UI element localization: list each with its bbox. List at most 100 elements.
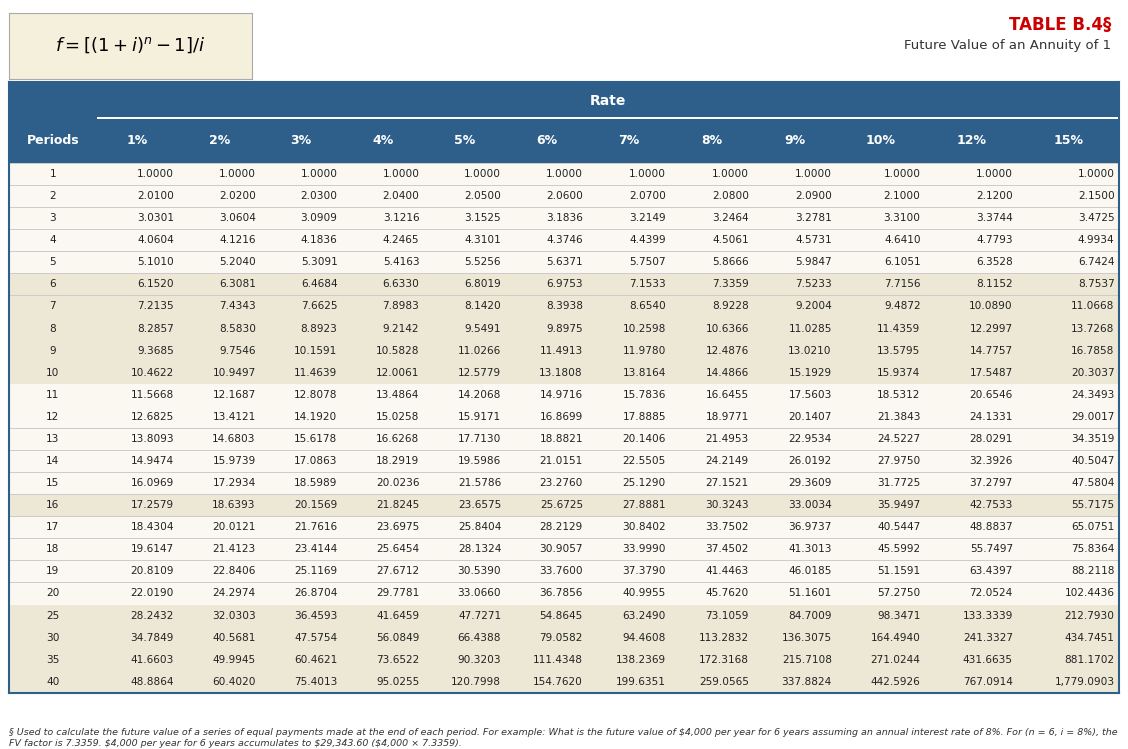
Text: 1%: 1% — [127, 135, 148, 148]
Text: 35: 35 — [46, 655, 60, 664]
Text: 46.0185: 46.0185 — [788, 566, 831, 577]
Text: 41.6603: 41.6603 — [131, 655, 174, 664]
Text: 8.8923: 8.8923 — [301, 324, 337, 333]
Text: 6.4684: 6.4684 — [301, 279, 337, 289]
Text: 2.1500: 2.1500 — [1077, 191, 1114, 201]
Text: 11.9780: 11.9780 — [623, 345, 666, 356]
Text: 41.6459: 41.6459 — [377, 610, 420, 621]
Text: 215.7108: 215.7108 — [782, 655, 831, 664]
Text: 47.7271: 47.7271 — [458, 610, 501, 621]
Text: 14.9716: 14.9716 — [540, 389, 583, 400]
Text: 8.9228: 8.9228 — [712, 301, 749, 312]
Text: 172.3168: 172.3168 — [699, 655, 749, 664]
Text: 30: 30 — [46, 633, 60, 643]
Text: 21.7616: 21.7616 — [294, 522, 337, 533]
Text: 3.4725: 3.4725 — [1078, 213, 1114, 223]
Text: 10.1591: 10.1591 — [294, 345, 337, 356]
Text: 6: 6 — [50, 279, 56, 289]
Text: 13.0210: 13.0210 — [788, 345, 831, 356]
Text: 2.0300: 2.0300 — [300, 191, 337, 201]
Text: 1.0000: 1.0000 — [464, 169, 501, 179]
Text: 60.4621: 60.4621 — [294, 655, 337, 664]
Text: 4%: 4% — [372, 135, 394, 148]
Text: 6%: 6% — [536, 135, 557, 148]
Text: 13: 13 — [46, 434, 60, 444]
Text: 11.5668: 11.5668 — [131, 389, 174, 400]
Text: 5.2040: 5.2040 — [219, 258, 256, 267]
Text: 55.7497: 55.7497 — [970, 545, 1013, 554]
Bar — [9, 560, 1119, 583]
Text: 26.0192: 26.0192 — [788, 456, 831, 466]
Text: 113.2832: 113.2832 — [698, 633, 749, 643]
Text: 13.5795: 13.5795 — [878, 345, 920, 356]
Text: 767.0914: 767.0914 — [963, 677, 1013, 687]
Text: 25.1290: 25.1290 — [623, 478, 666, 488]
Text: 15.1929: 15.1929 — [788, 368, 831, 377]
Text: 14.2068: 14.2068 — [458, 389, 501, 400]
Text: 4: 4 — [50, 235, 56, 245]
Text: 18.8821: 18.8821 — [539, 434, 583, 444]
Bar — [9, 207, 1119, 229]
Text: 17.2934: 17.2934 — [212, 478, 256, 488]
Text: 65.0751: 65.0751 — [1072, 522, 1114, 533]
Text: 102.4436: 102.4436 — [1065, 589, 1114, 598]
Text: 9.5491: 9.5491 — [465, 324, 501, 333]
Text: 56.0849: 56.0849 — [376, 633, 420, 643]
Text: 34.7849: 34.7849 — [131, 633, 174, 643]
Text: 12.6825: 12.6825 — [131, 412, 174, 422]
Text: 21.5786: 21.5786 — [458, 478, 501, 488]
Text: 1: 1 — [50, 169, 56, 179]
Text: 136.3075: 136.3075 — [782, 633, 831, 643]
Text: 88.2118: 88.2118 — [1072, 566, 1114, 577]
Text: 47.5754: 47.5754 — [294, 633, 337, 643]
Text: 17.0863: 17.0863 — [294, 456, 337, 466]
Text: 15%: 15% — [1054, 135, 1083, 148]
Text: 15.9171: 15.9171 — [458, 412, 501, 422]
Text: 13.4864: 13.4864 — [376, 389, 420, 400]
Text: 2.0100: 2.0100 — [138, 191, 174, 201]
Text: 37.2797: 37.2797 — [970, 478, 1013, 488]
Text: 51.1601: 51.1601 — [788, 589, 831, 598]
Text: 5.8666: 5.8666 — [712, 258, 749, 267]
Text: 28.0291: 28.0291 — [969, 434, 1013, 444]
Text: 5.1010: 5.1010 — [138, 258, 174, 267]
Text: 90.3203: 90.3203 — [458, 655, 501, 664]
Text: 19: 19 — [46, 566, 60, 577]
Text: 4.1836: 4.1836 — [301, 235, 337, 245]
Text: 1.0000: 1.0000 — [136, 169, 174, 179]
Text: 4.5731: 4.5731 — [795, 235, 831, 245]
Text: 22.8406: 22.8406 — [212, 566, 256, 577]
Text: 33.7600: 33.7600 — [539, 566, 583, 577]
Text: 10%: 10% — [865, 135, 896, 148]
Text: 16.6455: 16.6455 — [706, 389, 749, 400]
Bar — [9, 671, 1119, 693]
Text: 14.9474: 14.9474 — [131, 456, 174, 466]
Text: 27.8881: 27.8881 — [623, 500, 666, 510]
Text: 241.3327: 241.3327 — [963, 633, 1013, 643]
Text: 1,779.0903: 1,779.0903 — [1055, 677, 1114, 687]
Text: 7.8983: 7.8983 — [382, 301, 420, 312]
Text: 57.2750: 57.2750 — [878, 589, 920, 598]
Text: 14: 14 — [46, 456, 60, 466]
Text: 29.3609: 29.3609 — [788, 478, 831, 488]
Text: 22.0190: 22.0190 — [131, 589, 174, 598]
Text: 5.9847: 5.9847 — [795, 258, 831, 267]
Text: 15.6178: 15.6178 — [294, 434, 337, 444]
Bar — [9, 229, 1119, 251]
Text: 8.7537: 8.7537 — [1077, 279, 1114, 289]
Text: 33.0034: 33.0034 — [788, 500, 831, 510]
Text: 20.8109: 20.8109 — [131, 566, 174, 577]
Text: 18.6393: 18.6393 — [212, 500, 256, 510]
Text: 30.5390: 30.5390 — [458, 566, 501, 577]
Text: 12.5779: 12.5779 — [458, 368, 501, 377]
Text: Rate: Rate — [590, 94, 626, 108]
Text: 6.3081: 6.3081 — [219, 279, 256, 289]
Text: 19.5986: 19.5986 — [458, 456, 501, 466]
Text: 3.2781: 3.2781 — [795, 213, 831, 223]
Text: 10.0890: 10.0890 — [969, 301, 1013, 312]
Text: 12.2997: 12.2997 — [970, 324, 1013, 333]
Text: 7%: 7% — [618, 135, 640, 148]
Text: 9: 9 — [50, 345, 56, 356]
Text: 12.1687: 12.1687 — [212, 389, 256, 400]
Text: 12.4876: 12.4876 — [706, 345, 749, 356]
